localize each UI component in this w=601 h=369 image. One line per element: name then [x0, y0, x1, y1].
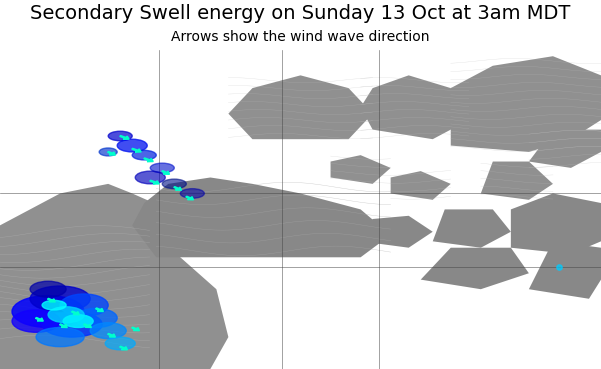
Ellipse shape: [132, 150, 156, 160]
Polygon shape: [529, 130, 601, 168]
Polygon shape: [421, 248, 529, 289]
FancyArrow shape: [186, 196, 194, 200]
Point: [554, 264, 564, 270]
FancyArrow shape: [108, 152, 115, 155]
FancyArrow shape: [59, 324, 67, 328]
FancyArrow shape: [144, 158, 153, 162]
FancyArrow shape: [35, 318, 43, 321]
Polygon shape: [361, 75, 469, 139]
Polygon shape: [451, 56, 601, 152]
Ellipse shape: [60, 294, 108, 316]
Ellipse shape: [150, 163, 174, 173]
Ellipse shape: [30, 281, 66, 297]
FancyArrow shape: [132, 148, 141, 152]
Ellipse shape: [12, 296, 84, 328]
FancyArrow shape: [132, 327, 139, 331]
FancyArrow shape: [47, 299, 55, 302]
Ellipse shape: [30, 286, 90, 311]
FancyArrow shape: [120, 135, 129, 139]
Ellipse shape: [75, 308, 117, 328]
Polygon shape: [481, 162, 553, 200]
Ellipse shape: [48, 307, 84, 323]
Polygon shape: [132, 177, 391, 257]
FancyArrow shape: [120, 346, 127, 350]
FancyArrow shape: [174, 187, 182, 190]
Ellipse shape: [180, 189, 204, 198]
Ellipse shape: [36, 328, 84, 346]
Ellipse shape: [162, 179, 186, 189]
FancyArrow shape: [150, 180, 159, 184]
Text: Secondary Swell energy on Sunday 13 Oct at 3am MDT: Secondary Swell energy on Sunday 13 Oct …: [30, 4, 571, 24]
FancyArrow shape: [84, 324, 91, 328]
Ellipse shape: [135, 171, 165, 184]
Ellipse shape: [108, 131, 132, 141]
Polygon shape: [433, 210, 511, 248]
Ellipse shape: [99, 148, 117, 156]
Ellipse shape: [105, 337, 135, 350]
Polygon shape: [511, 193, 601, 254]
Polygon shape: [331, 155, 391, 184]
FancyArrow shape: [162, 171, 169, 174]
Ellipse shape: [42, 300, 66, 310]
Ellipse shape: [12, 310, 60, 332]
Polygon shape: [529, 241, 601, 299]
Polygon shape: [228, 75, 373, 139]
FancyArrow shape: [72, 311, 79, 315]
Ellipse shape: [42, 311, 102, 337]
Polygon shape: [0, 184, 228, 369]
Polygon shape: [361, 216, 433, 248]
Ellipse shape: [117, 139, 147, 152]
FancyArrow shape: [108, 334, 115, 337]
Ellipse shape: [90, 323, 126, 339]
Ellipse shape: [63, 315, 93, 328]
Text: Arrows show the wind wave direction: Arrows show the wind wave direction: [171, 30, 430, 44]
Polygon shape: [391, 171, 451, 200]
FancyArrow shape: [96, 308, 103, 311]
